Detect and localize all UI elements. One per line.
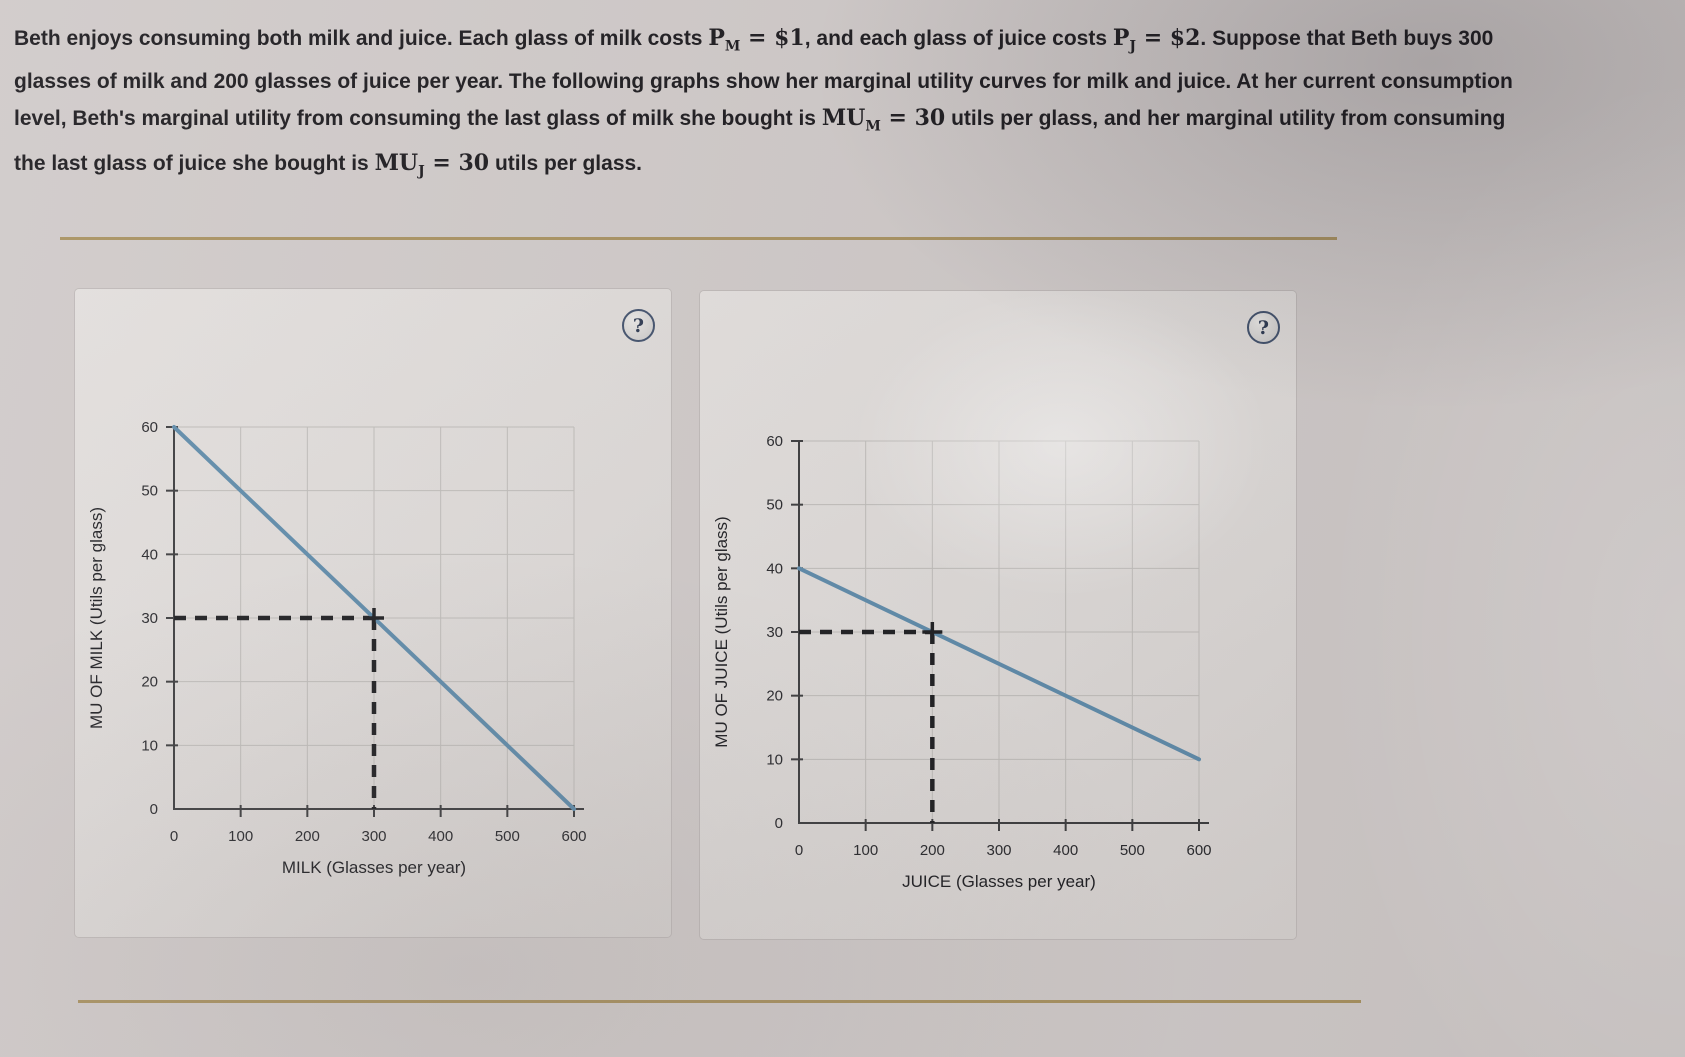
problem-text-segment: Beth enjoys consuming both milk and juic… (14, 27, 709, 50)
x-tick-label: 600 (561, 828, 586, 845)
y-axis-title: MU OF JUICE (Utils per glass) (712, 516, 731, 747)
x-tick-label: 400 (428, 828, 453, 845)
problem-text-segment: . Suppose that Beth buys 300 glasses of … (14, 27, 1513, 131)
math-value: = $1 (740, 25, 805, 51)
problem-text-segment: utils per glass. (489, 151, 643, 175)
x-tick-label: 100 (853, 842, 878, 859)
problem-text-segment: utils per glass, and her marginal utilit… (14, 107, 1506, 175)
help-button-milk[interactable]: ? (622, 309, 655, 342)
y-tick-label: 60 (141, 419, 158, 436)
math-symbol: MU (821, 105, 866, 132)
x-tick-label: 0 (170, 828, 178, 845)
math-mu-of-juice: MUJ = 30 (374, 149, 490, 180)
math-value: = $2 (1136, 25, 1201, 51)
x-tick-label: 500 (495, 828, 520, 845)
x-tick-label: 500 (1120, 842, 1145, 859)
y-tick-label: 0 (150, 801, 158, 818)
math-symbol: P (708, 25, 725, 51)
mu-curve (797, 566, 1201, 762)
y-tick-label: 20 (141, 674, 158, 691)
juice-mu-chart-svg: 0 100 200 300 400 500 600 0 10 20 30 40 50 60 JUICE (G… (712, 433, 1212, 891)
y-tick-label: 40 (141, 546, 158, 563)
y-tick-label: 20 (766, 688, 783, 705)
y-tick-label: 50 (141, 483, 158, 500)
math-mu-of-milk: MUM = 30 (821, 105, 946, 134)
question-mark-icon: ? (1257, 316, 1270, 339)
juice-chart-panel: ? 0 100 200 300 400 500 600 0 10 20 30 40 50 60 JUICE … (700, 291, 1296, 939)
y-tick-label: 10 (141, 737, 158, 754)
x-tick-label: 600 (1186, 842, 1211, 859)
math-value: = 30 (424, 149, 490, 176)
x-tick-label: 400 (1053, 842, 1078, 859)
math-price-of-juice: PJ = $2 (1112, 25, 1201, 55)
problem-statement: Beth enjoys consuming both milk and juic… (14, 20, 1530, 189)
math-subscript: J (1129, 38, 1137, 55)
x-axis-title: MILK (Glasses per year) (282, 858, 466, 877)
math-price-of-milk: PM = $1 (708, 25, 805, 55)
separator-bottom (78, 1000, 1361, 1003)
x-tick-label: 300 (986, 842, 1011, 859)
x-tick-label: 100 (228, 828, 253, 845)
y-tick-label: 40 (766, 560, 783, 577)
math-subscript: J (418, 163, 425, 180)
math-subscript: M (724, 38, 741, 55)
separator-top (60, 237, 1337, 240)
help-button-juice[interactable]: ? (1247, 311, 1280, 344)
x-tick-label: 200 (295, 828, 320, 845)
milk-mu-chart: 0 100 200 300 400 500 600 0 10 20 30 40 50 60 MILK (Gl… (79, 297, 659, 897)
question-mark-icon: ? (632, 314, 645, 337)
x-tick-label: 300 (361, 828, 386, 845)
y-tick-label: 0 (775, 815, 783, 832)
problem-text-segment: , and each glass of juice costs (804, 27, 1113, 50)
y-tick-label: 30 (766, 624, 783, 641)
y-tick-label: 30 (141, 610, 158, 627)
math-symbol: P (1112, 25, 1130, 51)
math-symbol: MU (374, 149, 419, 176)
math-subscript: M (865, 118, 881, 135)
math-value: = 30 (880, 105, 946, 132)
y-tick-label: 50 (766, 497, 783, 514)
juice-mu-chart: 0 100 200 300 400 500 600 0 10 20 30 40 50 60 JUICE (G… (704, 311, 1284, 911)
y-axis-title: MU OF MILK (Utils per glass) (87, 507, 106, 729)
milk-chart-panel: ? 0 100 200 300 400 500 600 0 10 20 30 40 50 60 MILK (… (75, 289, 671, 937)
milk-mu-chart-svg: 0 100 200 300 400 500 600 0 10 20 30 40 50 60 MILK (Gl… (87, 419, 587, 877)
x-tick-label: 200 (920, 842, 945, 859)
x-tick-label: 0 (795, 842, 803, 859)
y-tick-label: 10 (766, 751, 783, 768)
y-tick-label: 60 (766, 433, 783, 450)
x-axis-title: JUICE (Glasses per year) (902, 872, 1096, 891)
